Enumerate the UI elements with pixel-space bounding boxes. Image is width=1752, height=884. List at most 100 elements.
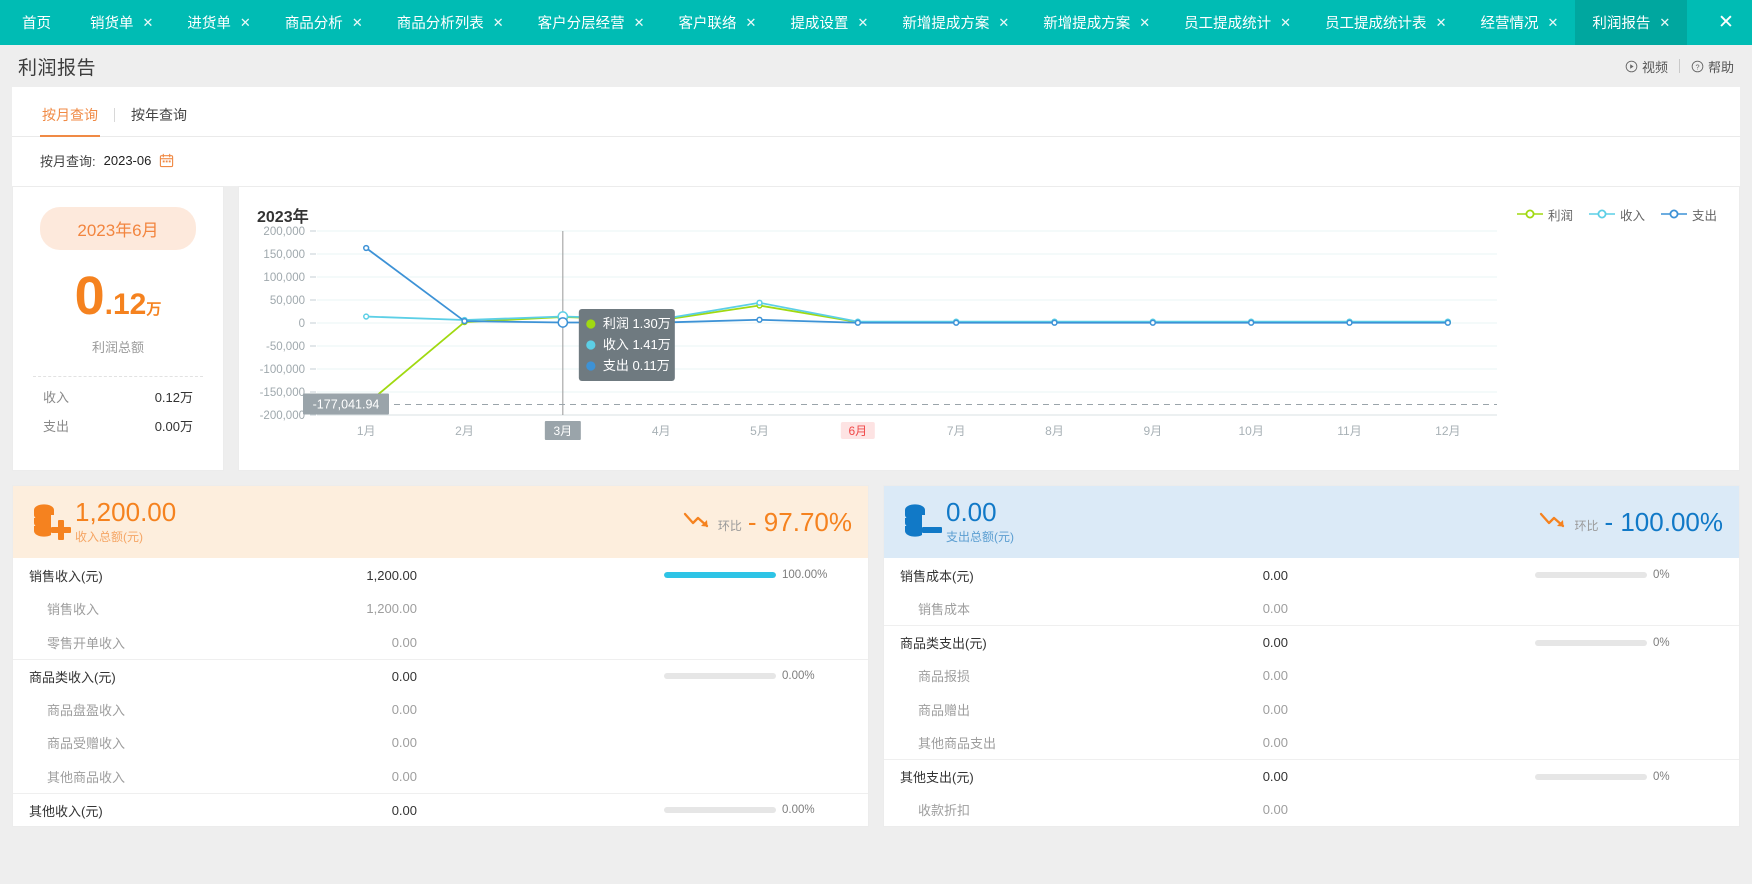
svg-text:支出 0.11万: 支出 0.11万: [603, 358, 670, 373]
profit-total-value: 0.12万: [29, 269, 207, 323]
progress-track: [664, 673, 776, 680]
progress-label: 0.00%: [782, 670, 815, 683]
tab-close-icon[interactable]: ✕: [1547, 15, 1559, 30]
table-row: 商品赠出 0.00: [884, 692, 1739, 726]
row-value: 0.00: [1262, 769, 1288, 785]
svg-text:0: 0: [299, 318, 305, 330]
chart-title: 2023年: [257, 209, 309, 226]
profit-summary-card: 2023年6月 0.12万 利润总额 收入 0.12万 支出 0.00万: [12, 186, 224, 471]
tab-label: 提成设置: [790, 16, 849, 32]
help-link[interactable]: ? 帮助: [1691, 57, 1734, 76]
video-link[interactable]: 视频: [1625, 57, 1668, 76]
tab-label: 员工提成统计: [1184, 16, 1272, 32]
income-total-label: 收入总额(元): [75, 530, 143, 545]
row-value: 0.00: [1262, 802, 1288, 818]
row-name: 商品受赠收入: [47, 736, 126, 752]
summary-divider: [33, 376, 203, 377]
page-title: 利润报告: [18, 57, 97, 79]
svg-text:12月: 12月: [1435, 424, 1460, 438]
page-header: 利润报告 视频 ? 帮助: [0, 45, 1752, 87]
tab-close-icon[interactable]: ✕: [239, 15, 251, 30]
chart-plot-area[interactable]: 200,000 150,000 100,000 50,000 0 -50,000 -100,…: [239, 221, 1739, 470]
row-value: 0.00: [391, 735, 417, 751]
tab-close-icon[interactable]: ✕: [1435, 15, 1447, 30]
svg-text:收入 1.41万: 收入 1.41万: [603, 337, 671, 352]
tab-4[interactable]: 商品分析列表 ✕: [380, 0, 521, 45]
coin-plus-icon: [29, 502, 75, 543]
income-total: 1,200.00 收入总额(元): [75, 497, 682, 545]
tab-close-icon[interactable]: ✕: [351, 15, 363, 30]
row-bar-wrap: 0.00%: [417, 804, 852, 816]
browser-tab-bar: 首页 销货单 ✕ 进货单 ✕ 商品分析 ✕ 商品分析列表 ✕ 客户分层经营 ✕ 客户联络 ✕ 提成设置 ✕ 新…: [0, 0, 1752, 45]
svg-text:50,000: 50,000: [270, 295, 305, 307]
tab-close-icon[interactable]: ✕: [998, 15, 1010, 30]
svg-text:-177,041.94: -177,041.94: [313, 397, 380, 411]
tab-11[interactable]: 员工提成统计表 ✕: [1308, 0, 1463, 45]
table-row: 销售收入(元) 1,200.00 100.00%: [13, 558, 868, 592]
legend-item-支出[interactable]: 支出: [1660, 205, 1717, 224]
svg-text:-100,000: -100,000: [260, 364, 305, 376]
tabbar-spacer: [1687, 0, 1700, 45]
trend-down-icon: [682, 509, 712, 536]
tab-close-icon[interactable]: ✕: [142, 15, 154, 30]
legend-item-利润[interactable]: 利润: [1516, 205, 1573, 224]
tab-6[interactable]: 客户联络 ✕: [662, 0, 774, 45]
video-link-label: 视频: [1641, 59, 1668, 75]
summary-rows: 收入 0.12万 支出 0.00万: [29, 377, 207, 435]
tab-1[interactable]: 销货单 ✕: [73, 0, 170, 45]
header-links: 视频 ? 帮助: [1625, 57, 1734, 76]
tab-7[interactable]: 提成设置 ✕: [773, 0, 885, 45]
svg-text:2月: 2月: [455, 424, 474, 438]
row-bar-wrap: 100.00%: [417, 569, 852, 581]
table-row: 其他支出(元) 0.00 0%: [884, 759, 1739, 793]
tab-8[interactable]: 新增提成方案 ✕: [885, 0, 1026, 45]
tab-close-icon[interactable]: ✕: [1659, 15, 1671, 30]
income-rows: 销售收入(元) 1,200.00 100.00% 销售收入 1,200.00 零售开单收入…: [13, 558, 868, 826]
tab-label: 利润报告: [1592, 16, 1651, 32]
row-bar-wrap: 0.00%: [417, 670, 852, 682]
tab-3[interactable]: 商品分析 ✕: [268, 0, 380, 45]
tab-2[interactable]: 进货单 ✕: [170, 0, 267, 45]
tab-close-icon[interactable]: ✕: [1280, 15, 1292, 30]
coin-minus-icon: [900, 502, 946, 543]
row-value: 0.00: [391, 701, 417, 717]
legend-item-收入[interactable]: 收入: [1588, 205, 1645, 224]
tab-5[interactable]: 客户分层经营 ✕: [521, 0, 662, 45]
filter-value[interactable]: 2023-06: [103, 153, 152, 168]
tab-close-icon[interactable]: ✕: [1139, 15, 1151, 30]
tab-close-icon[interactable]: ✕: [633, 15, 645, 30]
svg-text:-150,000: -150,000: [260, 387, 305, 399]
income-panel-header: 1,200.00 收入总额(元) 环比 - 97.70%: [13, 486, 868, 559]
subtab-0[interactable]: 按月查询: [40, 101, 100, 137]
summary-row-value: 0.12万: [154, 390, 193, 405]
svg-text:10月: 10月: [1238, 424, 1263, 438]
progress-label: 0%: [1653, 636, 1670, 649]
subtab-1[interactable]: 按年查询: [131, 107, 187, 123]
row-value: 1,200.00: [366, 567, 417, 583]
income-total-amount: 1,200.00: [75, 497, 177, 527]
row-name: 销售成本: [918, 602, 971, 618]
row-name: 销售收入(元): [29, 568, 103, 584]
tab-0[interactable]: 首页: [0, 0, 73, 45]
tab-13[interactable]: 利润报告 ✕: [1575, 0, 1688, 45]
legend-label: 收入: [1619, 209, 1645, 223]
profit-decimal: .12: [104, 288, 147, 321]
question-circle-icon: ?: [1691, 60, 1704, 73]
tab-9[interactable]: 新增提成方案 ✕: [1026, 0, 1167, 45]
svg-text:1月: 1月: [357, 424, 376, 438]
row-name: 销售成本(元): [900, 568, 974, 584]
expense-panel: 0.00 支出总额(元) 环比 - 100.00% 销售成本(元) 0.00 0% 销…: [883, 485, 1740, 828]
progress-label: 0%: [1653, 569, 1670, 582]
table-row: 商品受赠收入 0.00: [13, 726, 868, 760]
row-name: 商品盘盈收入: [47, 702, 126, 718]
tab-12[interactable]: 经营情况 ✕: [1463, 0, 1575, 45]
close-all-tabs-button[interactable]: ✕: [1718, 12, 1734, 33]
table-row: 销售收入 1,200.00: [13, 592, 868, 626]
tab-close-icon[interactable]: ✕: [857, 15, 869, 30]
row-name: 商品类支出(元): [900, 636, 987, 652]
svg-text:9月: 9月: [1143, 424, 1162, 438]
tab-close-icon[interactable]: ✕: [745, 15, 757, 30]
tab-10[interactable]: 员工提成统计 ✕: [1167, 0, 1308, 45]
calendar-icon[interactable]: [159, 153, 174, 168]
tab-close-icon[interactable]: ✕: [492, 15, 504, 30]
